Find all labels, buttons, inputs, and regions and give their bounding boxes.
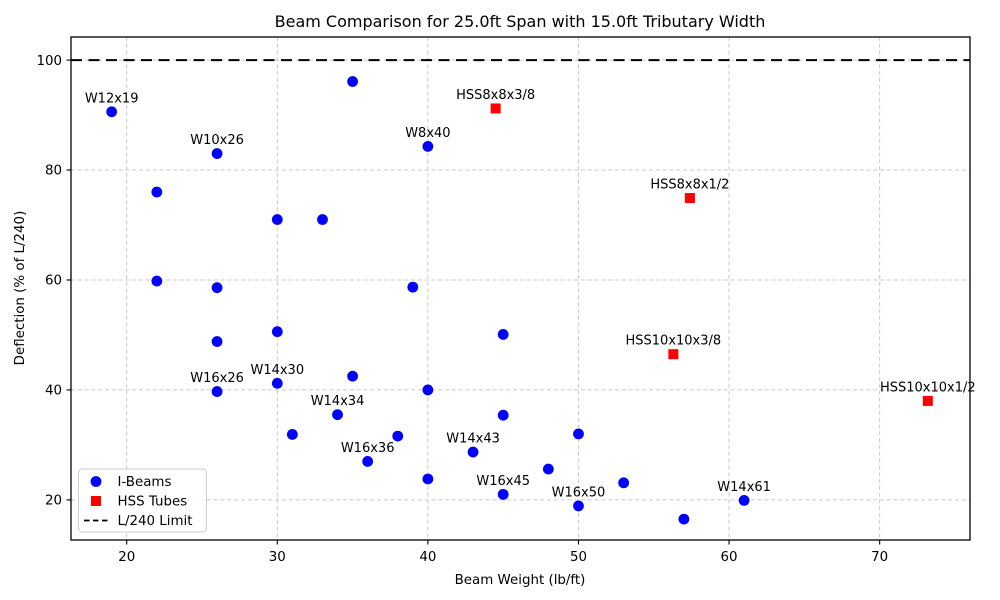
data-point-ibeam: [347, 370, 358, 382]
point-label: HSS8x8x1/2: [650, 178, 729, 193]
data-point-ibeam: [211, 282, 223, 294]
data-point-ibeam: [392, 430, 404, 442]
x-tick-label: 70: [871, 550, 888, 565]
y-tick-label: 60: [45, 274, 62, 289]
point-label: W16x26: [190, 371, 244, 386]
data-point-ibeam: [422, 140, 434, 152]
data-point-ibeam: [422, 384, 434, 396]
point-label: W12x19: [85, 91, 139, 106]
data-point-hss: [668, 349, 679, 360]
data-point-ibeam: [151, 275, 163, 287]
data-point-ibeam: [271, 326, 283, 338]
point-label: HSS10x10x3/8: [626, 334, 722, 349]
data-point-ibeam: [211, 386, 223, 397]
y-tick-label: 80: [45, 164, 62, 179]
data-point-ibeam: [151, 186, 163, 198]
x-tick-label: 20: [118, 550, 135, 565]
x-tick-label: 40: [419, 550, 436, 565]
data-point-ibeam: [573, 500, 584, 512]
point-label: W16x45: [476, 474, 530, 489]
data-point-ibeam: [467, 446, 479, 458]
data-point-ibeam: [211, 148, 223, 159]
y-tick-label: 20: [45, 494, 62, 509]
data-point-ibeam: [286, 429, 298, 440]
data-point-ibeam: [362, 455, 374, 467]
point-label: W16x50: [552, 485, 606, 500]
legend-label-ibeams: I-Beams: [118, 475, 172, 490]
data-point-hss: [922, 395, 933, 406]
axes-layer: 20 30 40 50 60 70 20 40 60 80 100: [36, 36, 971, 565]
data-point-ibeam: [542, 463, 554, 475]
legend-ibeam-marker-icon: [90, 476, 102, 487]
plot-border: [70, 36, 971, 541]
x-tick-label: 50: [570, 550, 587, 565]
x-tick-label: 60: [721, 550, 738, 565]
data-point-ibeam: [211, 336, 223, 347]
data-points-layer: [106, 76, 933, 525]
legend-label-limit: L/240 Limit: [118, 514, 193, 529]
point-label: W14x34: [311, 394, 365, 409]
point-label: HSS10x10x1/2: [880, 380, 976, 395]
y-tick-label: 40: [45, 384, 62, 399]
point-label: W8x40: [405, 126, 450, 141]
point-label: W10x26: [190, 133, 244, 148]
data-point-ibeam: [332, 409, 343, 421]
data-point-ibeam: [678, 513, 690, 525]
data-point-ibeam: [347, 76, 358, 87]
point-label: W14x30: [250, 363, 304, 378]
point-label: W16x36: [341, 441, 395, 456]
data-point-hss: [684, 193, 695, 204]
data-point-ibeam: [497, 409, 509, 421]
data-point-ibeam: [497, 329, 509, 340]
data-point-ibeam: [738, 495, 750, 506]
x-axis-label: Beam Weight (lb/ft): [455, 573, 586, 588]
data-point-ibeam: [573, 428, 584, 440]
y-tick-label: 100: [36, 54, 62, 69]
legend-hss-marker-icon: [91, 496, 101, 506]
grid-layer: [71, 37, 970, 540]
legend: I-Beams HSS Tubes L/240 Limit: [78, 468, 207, 533]
chart-title: Beam Comparison for 25.0ft Span with 15.…: [275, 12, 766, 31]
data-point-ibeam: [106, 106, 118, 118]
y-axis-label: Deflection (% of L/240): [13, 211, 28, 366]
legend-label-hss: HSS Tubes: [118, 495, 188, 510]
data-point-ibeam: [271, 377, 283, 389]
point-label: HSS8x8x3/8: [456, 88, 535, 103]
x-tick-label: 30: [269, 550, 286, 565]
data-point-ibeam: [422, 473, 434, 485]
data-point-ibeam: [271, 214, 283, 225]
point-label: W14x61: [717, 480, 771, 495]
data-point-ibeam: [407, 281, 419, 293]
annotations-layer: W12x19 W10x26 W16x26 W14x30 W14x34 W16x36 W8x4…: [85, 88, 976, 500]
point-label: W14x43: [446, 432, 500, 447]
data-point-hss: [490, 103, 501, 114]
data-point-ibeam: [618, 477, 630, 489]
legend-box: [78, 468, 207, 533]
data-point-ibeam: [317, 214, 328, 225]
data-point-ibeam: [497, 488, 509, 500]
